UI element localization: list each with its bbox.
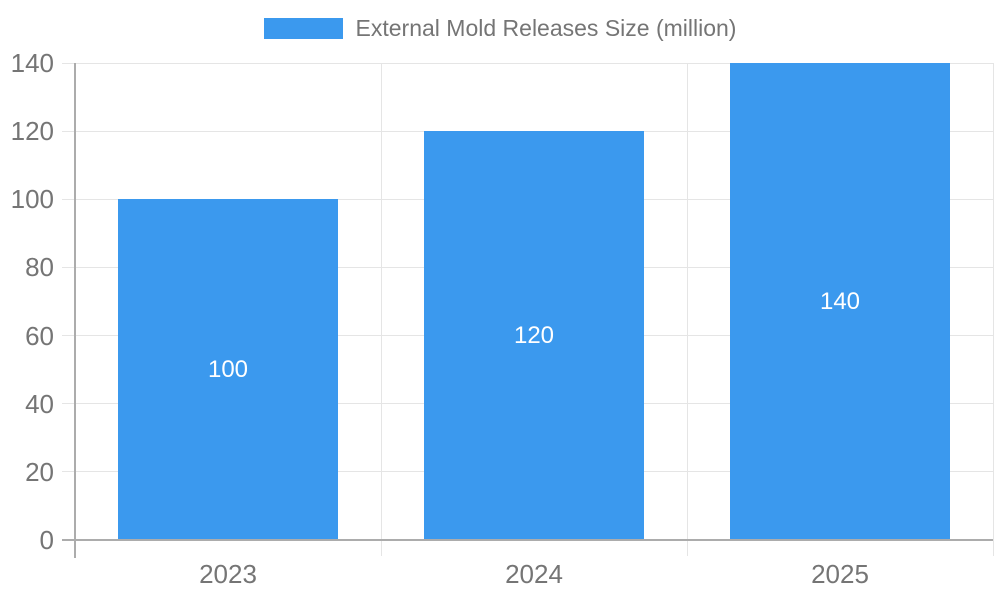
y-axis-tick-label-100: 100 xyxy=(10,184,54,215)
x-axis-tick-label-2025: 2025 xyxy=(811,559,869,589)
x-axis-line xyxy=(62,539,993,541)
gridline-y-140 xyxy=(62,62,993,64)
y-axis-tick-label-40: 40 xyxy=(25,388,54,419)
y-axis-tick-label-0: 0 xyxy=(39,525,54,555)
gridline-x-boundary-2 xyxy=(686,63,688,556)
y-axis-tick-label-140: 140 xyxy=(10,48,54,78)
bar-value-label-2023: 100 xyxy=(207,355,249,383)
legend-swatch xyxy=(263,18,343,39)
bar-2025[interactable] xyxy=(730,63,950,540)
y-axis-line xyxy=(74,63,76,558)
gridline-x-boundary-3 xyxy=(992,63,994,556)
y-axis-tick-label-120: 120 xyxy=(10,116,54,147)
y-axis-tick-label-60: 60 xyxy=(25,320,54,351)
x-axis-tick-label-2023: 2023 xyxy=(199,559,257,589)
x-axis-tick-label-2024: 2024 xyxy=(505,559,563,589)
bar-2023[interactable] xyxy=(118,199,338,540)
bar-value-label-2025: 140 xyxy=(819,287,861,315)
legend[interactable]: External Mold Releases Size (million) xyxy=(0,15,1000,42)
bar-value-label-2024: 120 xyxy=(513,321,555,349)
y-axis-tick-label-80: 80 xyxy=(25,252,54,283)
bar-2024[interactable] xyxy=(424,131,644,540)
legend-label: External Mold Releases Size (million) xyxy=(355,15,737,41)
gridline-x-boundary-1 xyxy=(380,63,382,556)
y-axis-tick-label-20: 20 xyxy=(25,456,54,487)
